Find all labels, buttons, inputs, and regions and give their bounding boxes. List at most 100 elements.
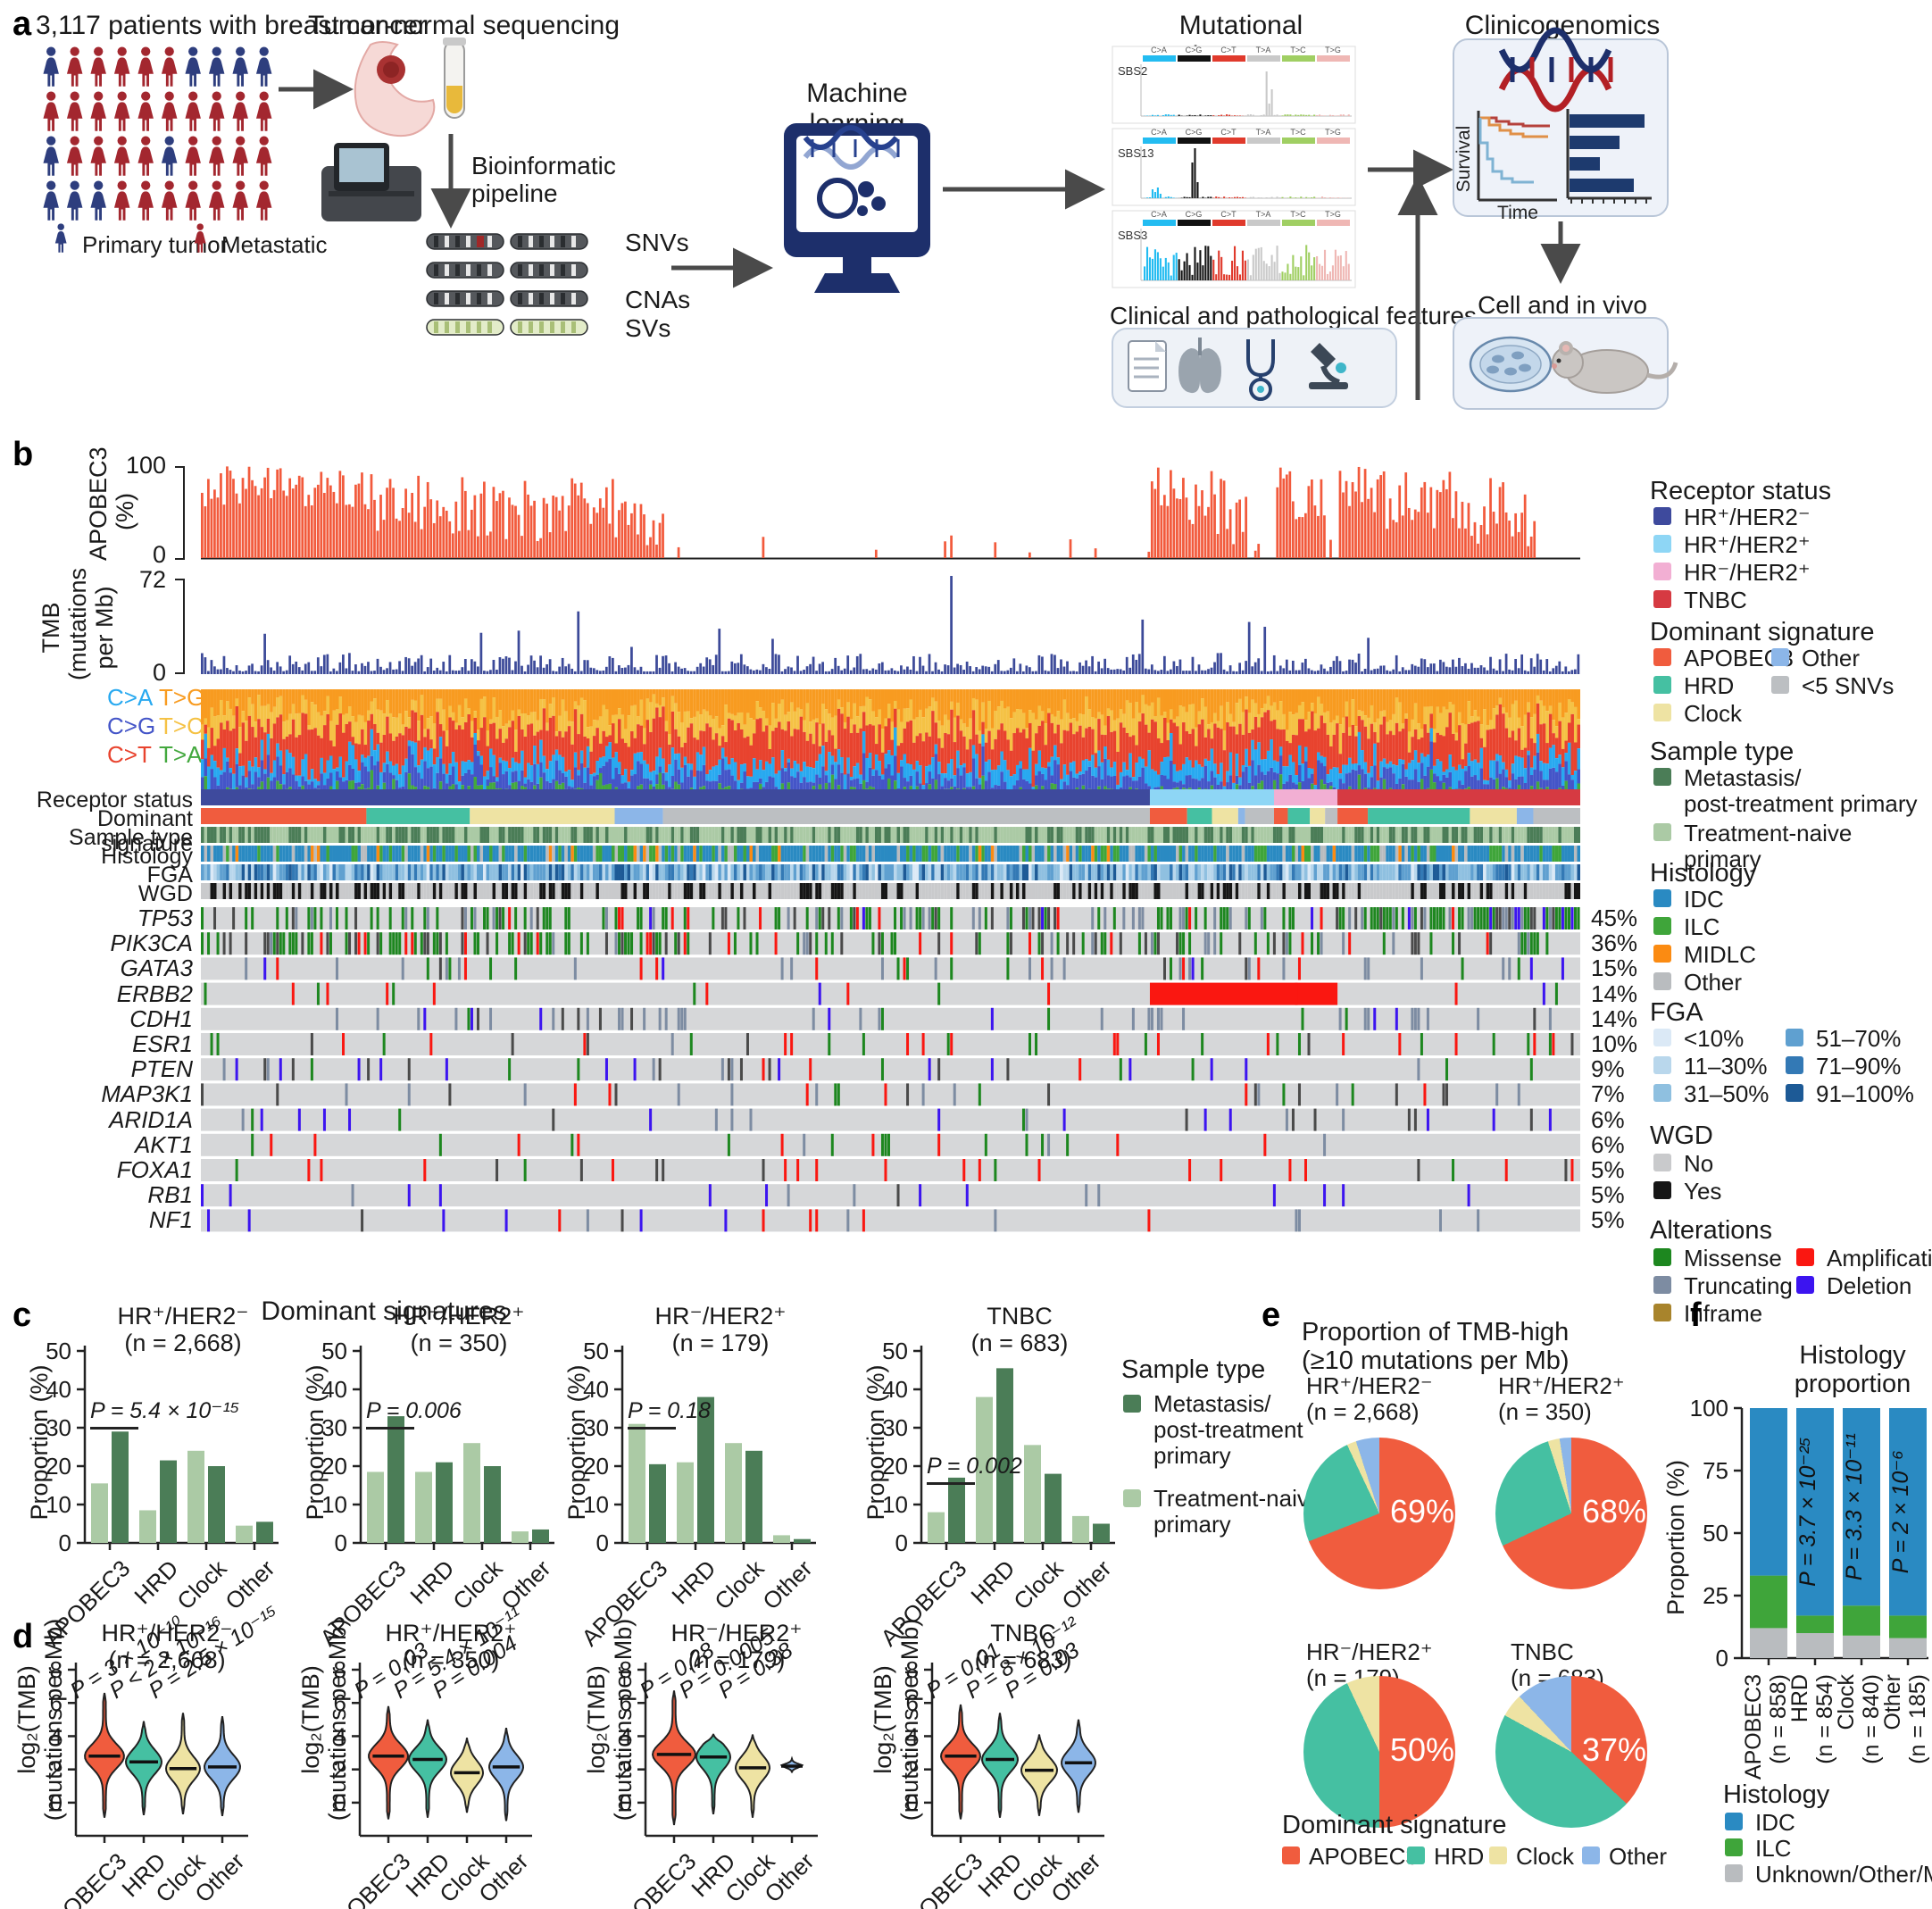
violin-Clock (164, 1713, 202, 1815)
y-axis-label: Proportion (%) (1662, 1459, 1689, 1616)
sbs-header-label: C>A (1151, 46, 1167, 54)
gene-pct-GATA3: 15% (1591, 954, 1638, 982)
bar-naive-HRD (976, 1396, 993, 1543)
violin-Clock (734, 1734, 771, 1818)
legend-title-histology: Histology (1650, 859, 1757, 888)
sbs-header-label: T>C (1290, 128, 1306, 137)
ytick: 6 (620, 1689, 632, 1716)
panel-e-legend-title: Dominant signature (1282, 1811, 1507, 1839)
xtick-n: (n = 858) (1766, 1674, 1791, 1764)
legend-title-wgd: WGD (1650, 1121, 1713, 1150)
legend-title-fga: FGA (1650, 998, 1703, 1027)
gene-pct-RB1: 5% (1591, 1181, 1625, 1209)
violin-Other (487, 1727, 525, 1821)
ytick: 6 (50, 1689, 62, 1716)
swatch-pink (1653, 563, 1671, 580)
sbs-header-label: T>C (1290, 46, 1306, 54)
patient-icon (255, 136, 272, 176)
p-underline (90, 1427, 138, 1430)
substitution-label-C-A: C>A (107, 684, 154, 711)
swatch-ilc (1653, 917, 1671, 935)
ytick: 2 (50, 1756, 62, 1783)
patient-icon (232, 136, 248, 176)
swatch-navy (1653, 507, 1671, 525)
substitution-label-C-G: C>G (107, 713, 156, 739)
legend-sample-item: Metastasis/ post-treatment primary (1684, 764, 1918, 818)
bar-naive-Clock (725, 1443, 742, 1543)
stack-segment (1796, 1615, 1834, 1633)
sbs-header-label: T>C (1290, 210, 1306, 219)
sbs-header-label: C>G (1186, 128, 1203, 137)
bar-naive-Clock (1024, 1445, 1041, 1543)
ytick: 100 (1690, 1395, 1728, 1421)
patient-icon (185, 136, 201, 176)
stack-segment (1843, 1635, 1880, 1658)
metastatic-icon (194, 223, 206, 253)
bar-naive-APOBEC3 (928, 1512, 945, 1543)
gene-pct-FOXA1: 5% (1591, 1156, 1625, 1183)
ytick: 50 (882, 1338, 908, 1364)
patient-icon (208, 180, 225, 221)
patient-icon (232, 91, 248, 131)
gene-pct-PTEN: 9% (1591, 1055, 1625, 1083)
swatch-hrd (1407, 1846, 1425, 1864)
p-value: P = 0.002 (927, 1454, 1022, 1479)
pie-title: HR⁺/HER2⁺ (n = 350) (1498, 1372, 1625, 1426)
chart-title: HR⁺/HER2⁻ (n = 2,668) (101, 1620, 233, 1674)
violin-chart-HR⁺/HER2⁻: 0 2 4 6 8 (50, 1656, 248, 1843)
patient-icon (208, 136, 225, 176)
ytick: 50 (583, 1338, 609, 1364)
bar-met-HRD (436, 1462, 453, 1543)
swatch-midlc (1653, 945, 1671, 963)
sbs-header-label: C>T (1220, 46, 1237, 54)
gene-label-NF1: NF1 (148, 1206, 193, 1234)
y-axis-label: Proportion (%) (563, 1364, 590, 1521)
patient-icon (137, 136, 154, 176)
swatch-wgdNo (1653, 1154, 1671, 1171)
legend-sample-item: Treatment-naive primary (1684, 820, 1853, 873)
panel-b-label: b (12, 436, 34, 473)
legend-histology-item: IDC (1684, 886, 1724, 913)
xtick-n: (n = 185) (1905, 1674, 1930, 1764)
legend-title-dominant-signature: Dominant signature (1650, 618, 1875, 646)
ytick: 10 (583, 1491, 609, 1518)
ytick: 8 (334, 1656, 346, 1683)
xtick-name: APOBEC3 (1741, 1674, 1766, 1780)
ytick: 40 (46, 1376, 71, 1403)
stack-segment (1889, 1638, 1927, 1658)
swatch-other (1582, 1846, 1600, 1864)
swatch-histOther (1725, 1864, 1743, 1882)
substitution-label-T-C: T>C (159, 713, 204, 739)
gene-pct-CDH1: 14% (1591, 1005, 1638, 1032)
sbs-name: SBS13 (1118, 146, 1153, 160)
ytick: 20 (46, 1453, 71, 1480)
gene-pct-NF1: 5% (1591, 1206, 1625, 1234)
ytick: 6 (906, 1689, 919, 1716)
p-underline (927, 1482, 975, 1485)
patient-icon (113, 136, 130, 176)
bar-met-Clock (208, 1466, 225, 1543)
legend-item: Metastasis/ post-treatment primary (1153, 1390, 1303, 1470)
ytick: 10 (46, 1491, 71, 1518)
ytick: 0 (596, 1530, 609, 1556)
patient-icon (161, 46, 178, 87)
panel-c-legend-title: Sample type (1121, 1355, 1266, 1384)
apobec-axis-bottom: 0 (152, 541, 166, 568)
bar-met-APOBEC3 (112, 1431, 129, 1543)
swatch-tru (1653, 1276, 1671, 1294)
swatch-idc (1725, 1813, 1743, 1830)
legend-receptor-item: HR⁺/HER2⁺ (1684, 531, 1811, 558)
bar-met-Other (532, 1529, 549, 1543)
patient-icon (66, 91, 83, 131)
gene-pct-MAP3K1: 7% (1591, 1080, 1625, 1108)
cnas-label: CNAs (625, 286, 691, 313)
sbs-header-label: C>G (1186, 46, 1203, 54)
bioinformatic-label: Bioinformatic pipeline (471, 152, 616, 208)
gene-label-TP53: TP53 (137, 904, 193, 931)
ytick: 2 (620, 1756, 632, 1783)
panel-f-legend-title: Histology (1723, 1780, 1830, 1809)
sbs-header-label: T>A (1256, 46, 1271, 54)
gene-pct-ESR1: 10% (1591, 1030, 1638, 1057)
legend-fga-item: 31–50% (1684, 1080, 1770, 1107)
xtick-name: Clock (1834, 1674, 1859, 1730)
